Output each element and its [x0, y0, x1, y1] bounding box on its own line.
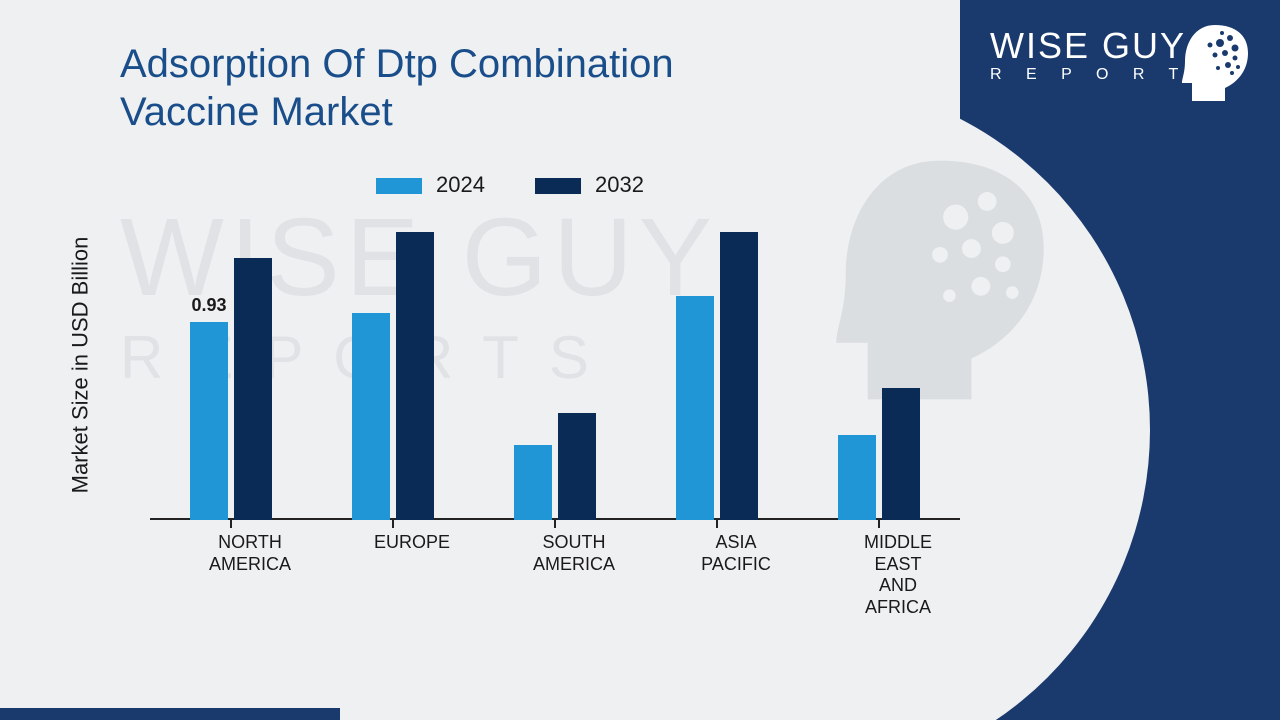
bar — [558, 413, 596, 520]
legend-item: 2024 — [376, 172, 485, 198]
x-tick — [392, 518, 394, 528]
category-label: SOUTH AMERICA — [504, 532, 644, 575]
category-label: EUROPE — [342, 532, 482, 554]
bar — [190, 322, 228, 520]
plot-area: 0.93NORTH AMERICAEUROPESOUTH AMERICAASIA… — [150, 200, 960, 520]
legend-item: 2032 — [535, 172, 644, 198]
bottom-accent-bar — [0, 708, 340, 720]
y-axis-label: Market Size in USD Billion — [60, 170, 100, 560]
logo-head-icon — [1180, 23, 1250, 103]
category-label: MIDDLE EAST AND AFRICA — [828, 532, 968, 618]
chart: 2024 2032 Market Size in USD Billion 0.93… — [60, 170, 960, 690]
chart-title: Adsorption Of Dtp Combination Vaccine Ma… — [120, 40, 820, 136]
category-label: ASIA PACIFIC — [666, 532, 806, 575]
x-tick — [878, 518, 880, 528]
bar — [676, 296, 714, 520]
bar — [882, 388, 920, 520]
x-tick — [716, 518, 718, 528]
bar — [514, 445, 552, 520]
legend-swatch — [535, 178, 581, 194]
bar — [396, 232, 434, 520]
x-tick — [554, 518, 556, 528]
brand-logo: WISE GUY R E P O R T S — [990, 28, 1250, 108]
category-label: NORTH AMERICA — [180, 532, 320, 575]
legend-label: 2024 — [436, 172, 485, 197]
bar — [234, 258, 272, 520]
chart-card: WISE GUY R E P O R T S Adsorption Of Dtp… — [0, 0, 1280, 720]
legend: 2024 2032 — [60, 170, 960, 200]
bar — [720, 232, 758, 520]
bar-value-label: 0.93 — [179, 295, 239, 316]
bar — [352, 313, 390, 520]
x-tick — [230, 518, 232, 528]
legend-swatch — [376, 178, 422, 194]
bar — [838, 435, 876, 520]
legend-label: 2032 — [595, 172, 644, 197]
